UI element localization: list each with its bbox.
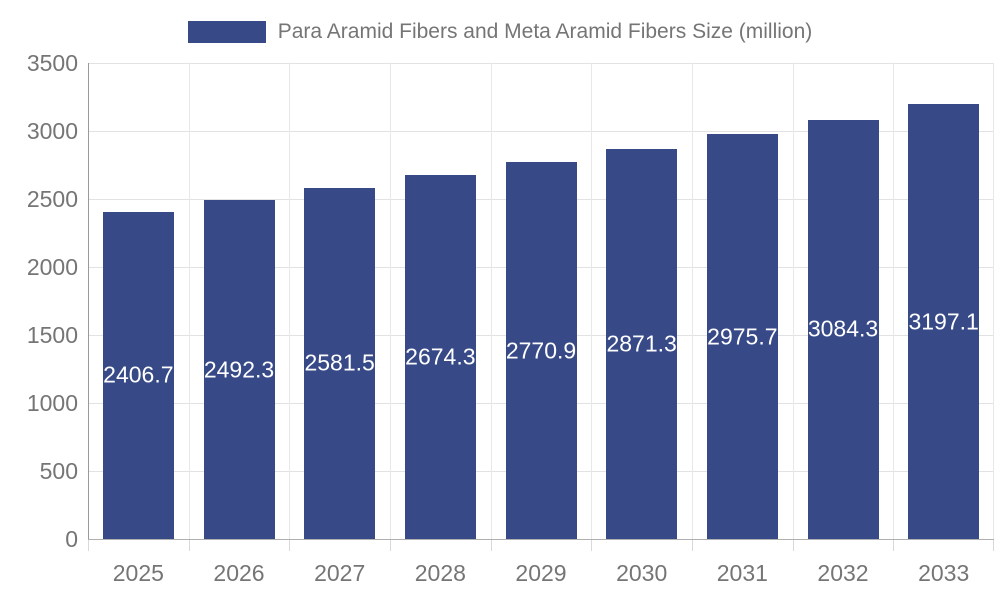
gridline-vertical (591, 63, 593, 539)
x-tick-label: 2029 (515, 560, 567, 586)
y-tick-label: 1500 (26, 322, 78, 348)
x-tick-mark (390, 539, 391, 551)
x-tick-mark (591, 539, 593, 551)
x-tick-label: 2025 (112, 560, 164, 586)
x-tick-label: 2031 (716, 560, 768, 586)
bar: 2406.7 (102, 211, 174, 539)
x-tick-mark (490, 539, 492, 551)
gridline-vertical (792, 63, 794, 539)
bar-value-label: 2581.5 (304, 349, 375, 376)
bar: 3197.1 (908, 104, 980, 539)
bar-value-label: 3084.3 (807, 315, 879, 342)
plot-area: 2406.7 2492.3 2581.5 2674.3 2770.9 2871.3 2975… (88, 63, 994, 551)
bar-value-label: 2770.9 (505, 337, 577, 364)
bar: 2871.3 (606, 148, 678, 539)
gridline-vertical (188, 63, 190, 539)
x-tick-mark (893, 539, 895, 551)
bar: 2975.7 (706, 134, 778, 539)
gridline-horizontal (88, 131, 994, 132)
bar-value-label: 2871.3 (606, 330, 677, 357)
x-tick-label: 2028 (414, 560, 466, 586)
y-tick-label: 3000 (26, 118, 78, 144)
gridline-horizontal (88, 63, 994, 64)
x-tick-label: 2030 (616, 560, 668, 586)
legend: Para Aramid Fibers and Meta Aramid Fiber… (0, 20, 1000, 44)
legend-swatch (187, 21, 266, 43)
x-tick-mark (188, 539, 190, 551)
x-tick-mark (88, 539, 89, 551)
y-tick-label: 2500 (26, 186, 78, 212)
gridline-vertical (893, 63, 895, 539)
y-axis-line (88, 63, 89, 539)
bar-value-label: 2406.7 (103, 361, 174, 388)
bar-value-label: 2492.3 (203, 356, 275, 383)
y-tick-label: 2000 (26, 254, 78, 280)
gridline-vertical (692, 63, 693, 539)
y-tick-label: 3500 (26, 50, 78, 76)
gridline-vertical (390, 63, 391, 539)
y-tick-label: 0 (65, 526, 78, 552)
legend-label: Para Aramid Fibers and Meta Aramid Fiber… (277, 20, 813, 43)
x-tick-label: 2027 (314, 560, 366, 586)
bar-value-label: 2975.7 (707, 323, 778, 350)
y-tick-label: 1000 (26, 390, 78, 416)
bar-value-label: 2674.3 (405, 343, 476, 370)
x-tick-mark (993, 539, 994, 551)
gridline-vertical (993, 63, 994, 539)
x-tick-label: 2033 (918, 560, 970, 586)
y-tick-label: 500 (39, 458, 78, 484)
bar: 2581.5 (304, 187, 376, 539)
x-axis-line (88, 539, 994, 540)
bar: 2492.3 (203, 200, 275, 539)
bar-value-label: 3197.1 (908, 308, 979, 335)
x-tick-mark (289, 539, 291, 551)
x-tick-mark (792, 539, 794, 551)
bar: 2770.9 (505, 162, 577, 539)
x-tick-mark (692, 539, 693, 551)
gridline-vertical (490, 63, 492, 539)
x-tick-label: 2032 (817, 560, 869, 586)
gridline-vertical (289, 63, 291, 539)
bar: 2674.3 (404, 175, 476, 539)
x-tick-label: 2026 (213, 560, 265, 586)
bar: 3084.3 (807, 119, 879, 539)
